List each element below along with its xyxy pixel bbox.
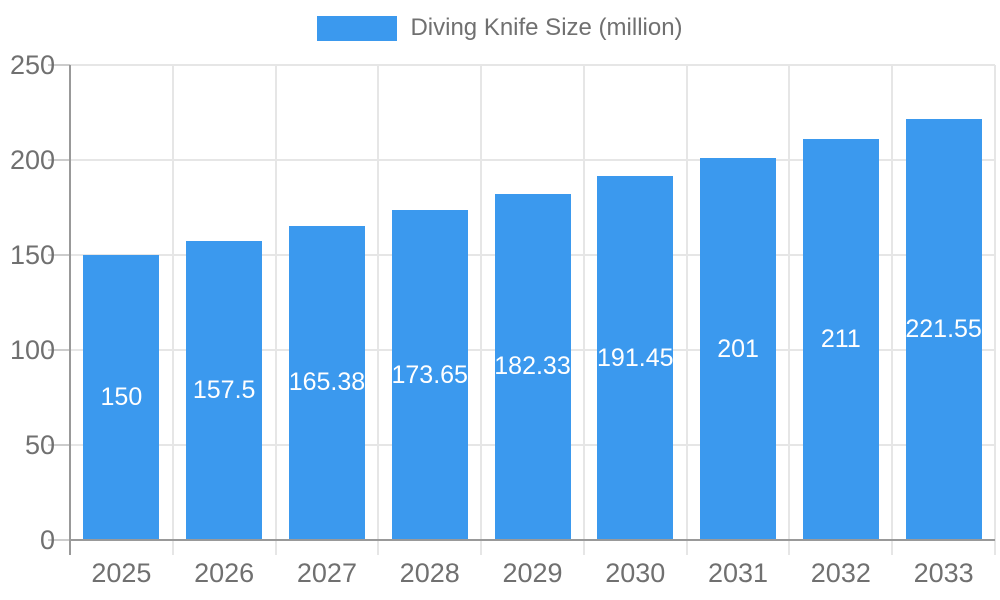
x-gridline [480,65,483,555]
y-axis-label: 50 [24,430,55,460]
legend-label: Diving Knife Size (million) [410,14,683,41]
y-tick-mark [48,159,70,161]
bar-value-label: 173.65 [391,360,468,389]
y-tick-mark [48,254,70,256]
legend-swatch[interactable] [317,15,398,41]
bar-2029[interactable] [494,193,571,540]
bar-value-label: 221.55 [905,315,982,344]
x-gridline [685,65,688,555]
y-tick-mark [48,539,70,541]
bar-value-label: 150 [100,383,143,411]
x-gridline [582,65,585,555]
x-gridline [274,65,277,555]
x-axis-label-2030: 2030 [605,558,666,588]
x-gridline [891,65,894,555]
x-axis-label-2029: 2029 [502,558,563,588]
x-axis-baseline [70,539,995,541]
x-axis-label-2026: 2026 [194,558,255,588]
bar-value-label: 211 [820,325,861,354]
y-axis-label: 0 [39,525,55,555]
bar-2028[interactable] [391,210,468,540]
y-tick-mark [48,64,70,66]
y-tick-mark [48,444,70,446]
x-axis-label-2028: 2028 [399,558,460,588]
x-axis-label-2033: 2033 [913,558,974,588]
bar-2032[interactable] [802,139,879,540]
y-axis-line [69,65,71,555]
bar-2025[interactable] [83,255,160,540]
bar-2027[interactable] [288,225,365,540]
x-axis-label-2031: 2031 [708,558,769,588]
x-gridline [171,65,174,555]
x-gridline [377,65,380,555]
y-axis-label: 100 [9,335,55,365]
bar-2030[interactable] [597,176,674,540]
y-gridline [70,159,995,161]
y-axis-label: 150 [9,240,55,270]
bar-value-label: 165.38 [288,368,366,397]
x-axis-label-2032: 2032 [810,558,871,588]
bar-2026[interactable] [186,240,263,540]
x-gridline [994,65,996,555]
y-tick-mark [48,349,70,351]
x-gridline [788,65,791,555]
x-axis-label-2027: 2027 [296,558,357,588]
y-axis-label: 250 [9,50,55,80]
x-axis-label-2025: 2025 [91,558,152,588]
y-axis-label: 200 [9,145,55,175]
bar-value-label: 191.45 [597,343,674,372]
chart-legend[interactable]: Diving Knife Size (million) [0,14,1000,42]
y-gridline [70,64,995,66]
bar-2033[interactable] [905,119,982,540]
bar-2031[interactable] [700,158,777,540]
bar-value-label: 182.33 [494,352,571,381]
bar-value-label: 201 [717,334,759,363]
bar-value-label: 157.5 [192,375,256,404]
